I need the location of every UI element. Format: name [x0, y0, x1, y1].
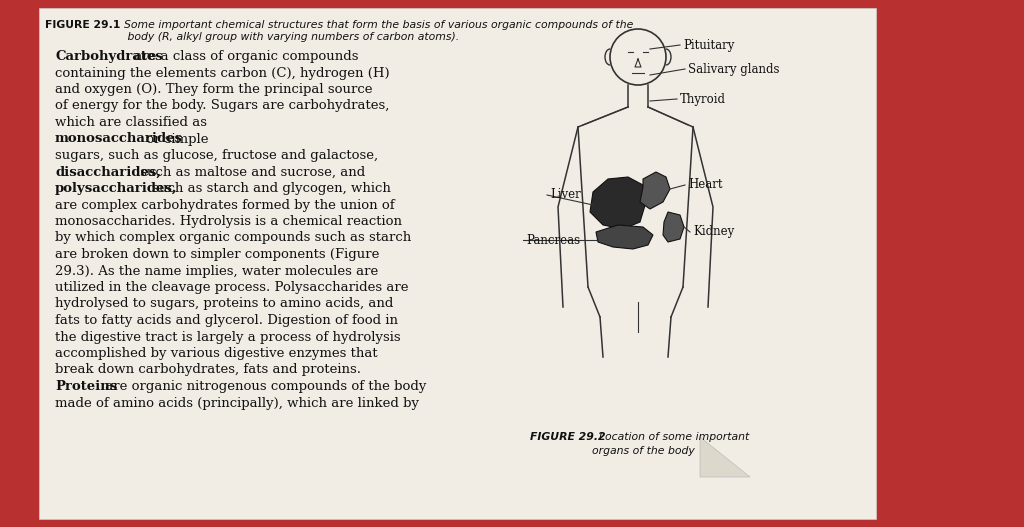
Text: are a class of organic compounds: are a class of organic compounds [130, 50, 358, 63]
Text: Pancreas: Pancreas [526, 233, 581, 247]
Text: monosaccharides. Hydrolysis is a chemical reaction: monosaccharides. Hydrolysis is a chemica… [55, 215, 402, 228]
Text: and oxygen (O). They form the principal source: and oxygen (O). They form the principal … [55, 83, 373, 96]
Text: or simple: or simple [142, 132, 209, 145]
Text: Location of some important: Location of some important [592, 432, 750, 442]
Polygon shape [700, 437, 750, 477]
Text: the digestive tract is largely a process of hydrolysis: the digestive tract is largely a process… [55, 330, 400, 344]
Polygon shape [590, 177, 646, 229]
Text: are complex carbohydrates formed by the union of: are complex carbohydrates formed by the … [55, 199, 394, 211]
Text: body (R, alkyl group with varying numbers of carbon atoms).: body (R, alkyl group with varying number… [117, 32, 459, 42]
Text: utilized in the cleavage process. Polysaccharides are: utilized in the cleavage process. Polysa… [55, 281, 409, 294]
Text: FIGURE 29.1: FIGURE 29.1 [45, 20, 121, 30]
Text: hydrolysed to sugars, proteins to amino acids, and: hydrolysed to sugars, proteins to amino … [55, 298, 393, 310]
Text: are broken down to simpler components (Figure: are broken down to simpler components (F… [55, 248, 379, 261]
Text: Some important chemical structures that form the basis of various organic compou: Some important chemical structures that … [117, 20, 634, 30]
Text: sugars, such as glucose, fructose and galactose,: sugars, such as glucose, fructose and ga… [55, 149, 378, 162]
Text: made of amino acids (principally), which are linked by: made of amino acids (principally), which… [55, 396, 419, 409]
Text: such as starch and glycogen, which: such as starch and glycogen, which [147, 182, 391, 195]
Text: Pituitary: Pituitary [683, 38, 734, 52]
Text: monosaccharides: monosaccharides [55, 132, 183, 145]
Text: by which complex organic compounds such as starch: by which complex organic compounds such … [55, 231, 412, 245]
Text: Proteins: Proteins [55, 380, 118, 393]
Text: Thyroid: Thyroid [680, 93, 726, 105]
Circle shape [610, 29, 666, 85]
Text: 29.3). As the name implies, water molecules are: 29.3). As the name implies, water molecu… [55, 265, 378, 278]
Polygon shape [640, 172, 670, 209]
Text: containing the elements carbon (C), hydrogen (H): containing the elements carbon (C), hydr… [55, 66, 389, 80]
Text: Liver: Liver [550, 189, 581, 201]
Text: are organic nitrogenous compounds of the body: are organic nitrogenous compounds of the… [101, 380, 427, 393]
Polygon shape [596, 225, 653, 249]
Text: Heart: Heart [688, 179, 723, 191]
Text: of energy for the body. Sugars are carbohydrates,: of energy for the body. Sugars are carbo… [55, 100, 389, 112]
Text: Carbohydrates: Carbohydrates [55, 50, 163, 63]
Text: Salivary glands: Salivary glands [688, 63, 779, 75]
Text: fats to fatty acids and glycerol. Digestion of food in: fats to fatty acids and glycerol. Digest… [55, 314, 398, 327]
Text: organs of the body: organs of the body [592, 446, 694, 456]
Text: accomplished by various digestive enzymes that: accomplished by various digestive enzyme… [55, 347, 378, 360]
Text: break down carbohydrates, fats and proteins.: break down carbohydrates, fats and prote… [55, 364, 361, 376]
Text: FIGURE 29.2: FIGURE 29.2 [530, 432, 605, 442]
Text: such as maltose and sucrose, and: such as maltose and sucrose, and [136, 165, 366, 179]
Text: disaccharides,: disaccharides, [55, 165, 161, 179]
Polygon shape [663, 212, 684, 242]
Text: polysaccharides,: polysaccharides, [55, 182, 177, 195]
Text: which are classified as: which are classified as [55, 116, 211, 129]
Text: Kidney: Kidney [693, 226, 734, 239]
